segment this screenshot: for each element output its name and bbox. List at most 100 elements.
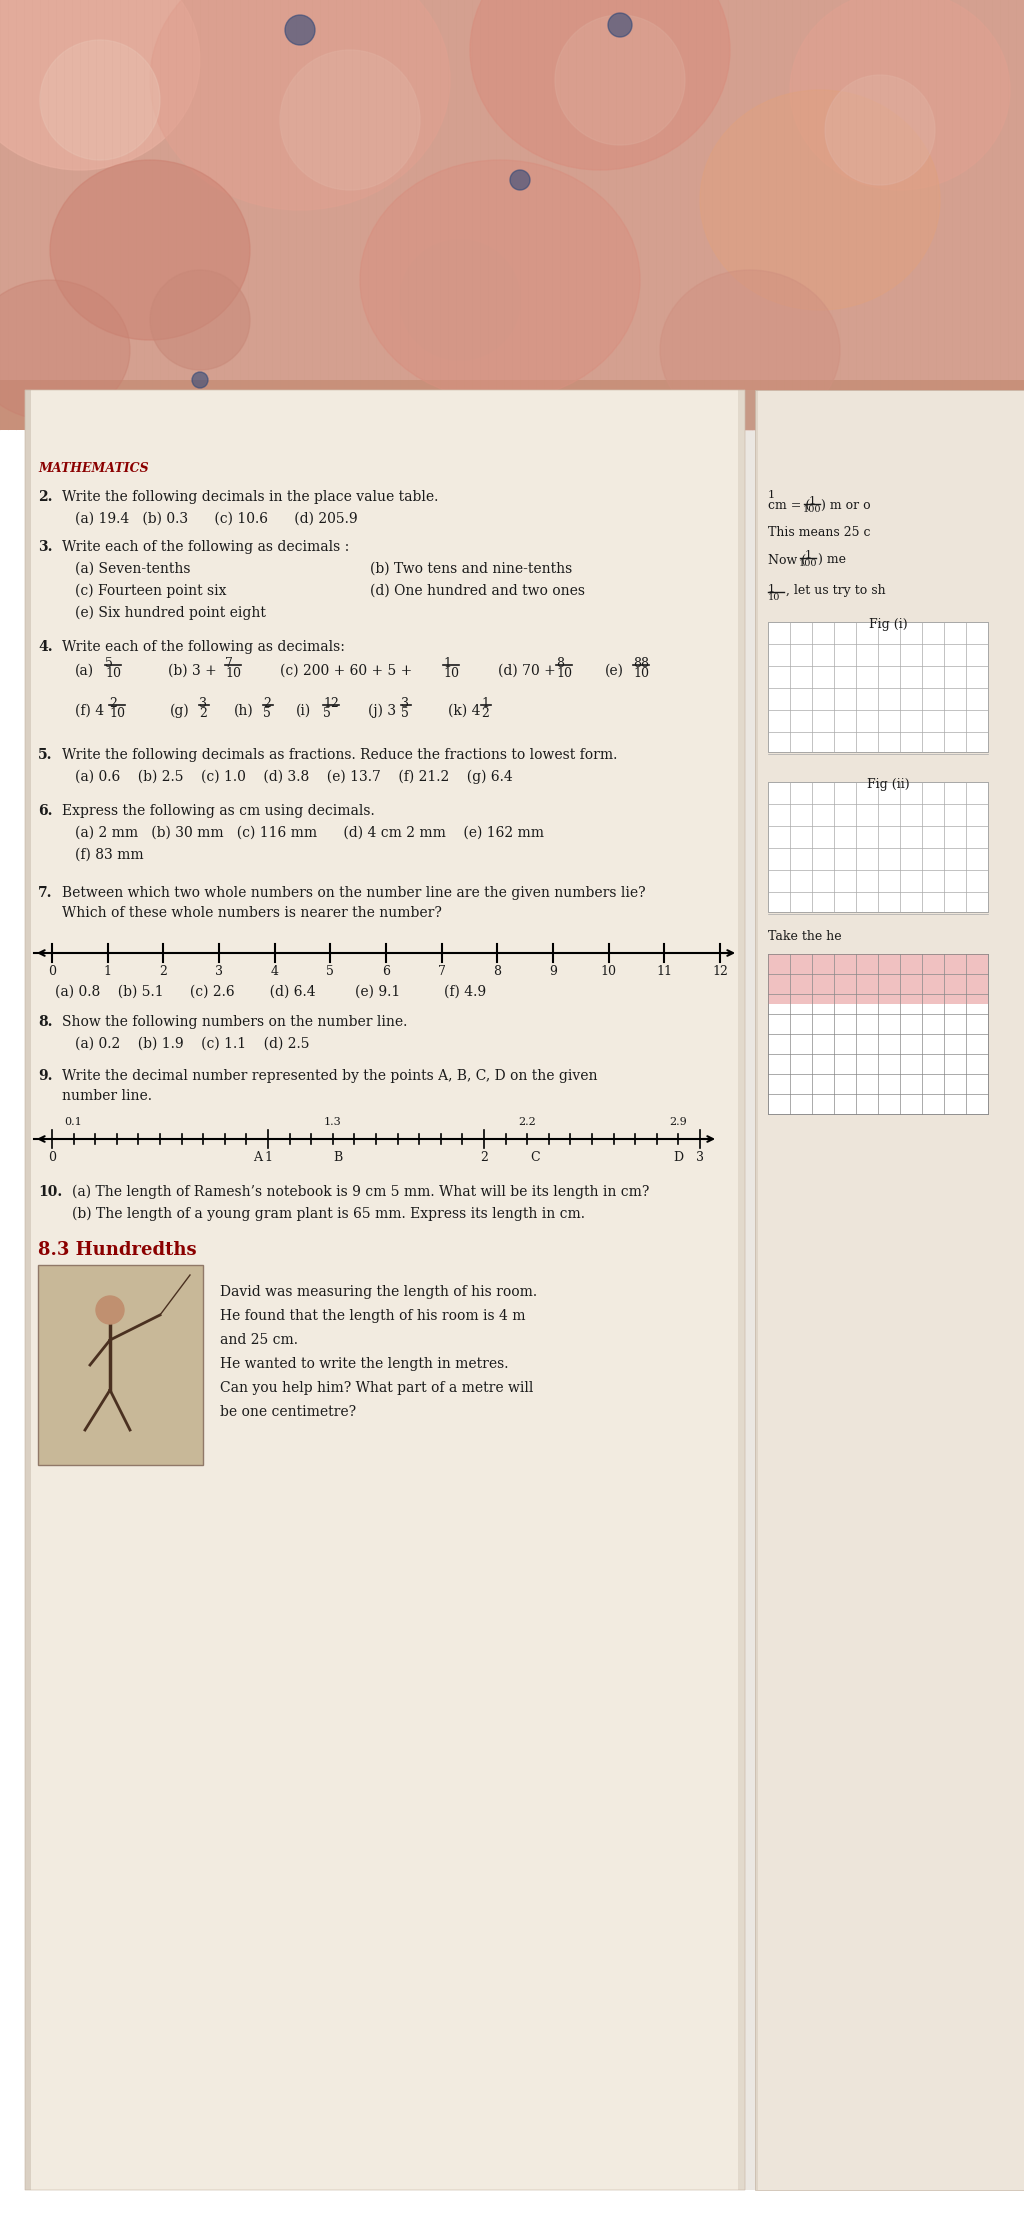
- Text: (e) Six hundred point eight: (e) Six hundred point eight: [75, 606, 266, 621]
- Text: 2: 2: [109, 696, 117, 710]
- Text: B: B: [333, 1151, 342, 1164]
- Text: Which of these whole numbers is nearer the number?: Which of these whole numbers is nearer t…: [62, 905, 442, 920]
- Text: ) me: ) me: [818, 554, 846, 568]
- Text: ) m or o: ) m or o: [821, 499, 870, 512]
- Text: 7: 7: [225, 657, 232, 670]
- Text: 5: 5: [105, 657, 113, 670]
- Text: (a) The length of Ramesh’s notebook is 9 cm 5 mm. What will be its length in cm?: (a) The length of Ramesh’s notebook is 9…: [72, 1184, 649, 1200]
- Text: C: C: [530, 1151, 540, 1164]
- Text: 8: 8: [494, 965, 502, 978]
- Text: 0: 0: [48, 1151, 56, 1164]
- Text: Between which two whole numbers on the number line are the given numbers lie?: Between which two whole numbers on the n…: [62, 885, 645, 901]
- Text: 1: 1: [768, 583, 775, 594]
- Text: 1: 1: [805, 550, 812, 559]
- Text: be one centimetre?: be one centimetre?: [220, 1404, 356, 1420]
- Text: He found that the length of his room is 4 m: He found that the length of his room is …: [220, 1309, 525, 1322]
- Text: 7.: 7.: [38, 885, 52, 901]
- Text: (b) The length of a young gram plant is 65 mm. Express its length in cm.: (b) The length of a young gram plant is …: [72, 1207, 585, 1222]
- Text: 5: 5: [323, 708, 331, 721]
- Text: 1: 1: [443, 657, 451, 670]
- Bar: [768, 954, 988, 1113]
- Text: 8.: 8.: [38, 1016, 52, 1029]
- Ellipse shape: [50, 160, 250, 339]
- Text: (a) 0.6    (b) 2.5    (c) 1.0    (d) 3.8    (e) 13.7    (f) 21.2    (g) 6.4: (a) 0.6 (b) 2.5 (c) 1.0 (d) 3.8 (e) 13.7…: [75, 770, 513, 785]
- Text: 7: 7: [437, 965, 445, 978]
- Text: 2: 2: [160, 965, 167, 978]
- Text: 1: 1: [481, 696, 489, 710]
- Bar: [768, 621, 988, 752]
- Circle shape: [285, 16, 315, 44]
- Text: 2.: 2.: [38, 490, 52, 503]
- Circle shape: [280, 51, 420, 191]
- Text: 2: 2: [480, 1151, 488, 1164]
- Text: 5: 5: [263, 708, 271, 721]
- Text: 1.3: 1.3: [324, 1118, 342, 1127]
- Circle shape: [555, 16, 685, 144]
- Text: (b) Two tens and nine-tenths: (b) Two tens and nine-tenths: [370, 561, 572, 577]
- Text: 2.9: 2.9: [670, 1118, 687, 1127]
- Text: 6.: 6.: [38, 803, 52, 818]
- Text: 1: 1: [103, 965, 112, 978]
- Text: 0: 0: [48, 965, 56, 978]
- Circle shape: [40, 40, 160, 160]
- Text: 2: 2: [481, 708, 488, 721]
- Text: 12: 12: [712, 965, 728, 978]
- Text: (k) 4: (k) 4: [449, 703, 480, 719]
- Bar: [38, 1264, 203, 1466]
- Circle shape: [150, 271, 250, 370]
- Text: Fig (i): Fig (i): [868, 619, 907, 630]
- Text: (a) 0.2    (b) 1.9    (c) 1.1    (d) 2.5: (a) 0.2 (b) 1.9 (c) 1.1 (d) 2.5: [75, 1038, 309, 1051]
- Text: 2: 2: [199, 708, 207, 721]
- Text: 10: 10: [443, 668, 459, 681]
- Text: 10: 10: [633, 668, 649, 681]
- Text: 10: 10: [109, 708, 125, 721]
- Text: cm = (: cm = (: [768, 499, 810, 512]
- Text: (f) 83 mm: (f) 83 mm: [75, 847, 143, 863]
- Circle shape: [400, 240, 520, 359]
- Text: Show the following numbers on the number line.: Show the following numbers on the number…: [62, 1016, 408, 1029]
- Text: (d) One hundred and two ones: (d) One hundred and two ones: [370, 583, 585, 599]
- Text: Write each of the following as decimals :: Write each of the following as decimals …: [62, 539, 349, 554]
- Text: 5: 5: [401, 708, 409, 721]
- Circle shape: [96, 1295, 124, 1324]
- Text: Take the he: Take the he: [768, 929, 842, 943]
- Text: 10.: 10.: [38, 1184, 62, 1200]
- Text: 100: 100: [803, 506, 821, 515]
- Ellipse shape: [470, 0, 730, 171]
- Text: Fig (ii): Fig (ii): [866, 779, 909, 792]
- Text: This means 25 c: This means 25 c: [768, 526, 870, 539]
- Text: Write the following decimals in the place value table.: Write the following decimals in the plac…: [62, 490, 438, 503]
- Text: (j) 3: (j) 3: [368, 703, 396, 719]
- Text: (a) 0.8    (b) 5.1      (c) 2.6        (d) 6.4         (e) 9.1          (f) 4.9: (a) 0.8 (b) 5.1 (c) 2.6 (d) 6.4 (e) 9.1 …: [55, 985, 486, 998]
- Text: (h): (h): [234, 703, 254, 719]
- Text: (d) 70 +: (d) 70 +: [498, 663, 556, 679]
- Text: number line.: number line.: [62, 1089, 152, 1102]
- Text: 100: 100: [799, 559, 817, 568]
- Ellipse shape: [0, 279, 130, 419]
- Text: (a) 2 mm   (b) 30 mm   (c) 116 mm      (d) 4 cm 2 mm    (e) 162 mm: (a) 2 mm (b) 30 mm (c) 116 mm (d) 4 cm 2…: [75, 825, 544, 841]
- Text: (g): (g): [170, 703, 189, 719]
- Text: 3.: 3.: [38, 539, 52, 554]
- Text: 2: 2: [263, 696, 271, 710]
- Text: A: A: [254, 1151, 262, 1164]
- Text: 3: 3: [696, 1151, 705, 1164]
- Text: 88: 88: [633, 657, 649, 670]
- Text: D: D: [674, 1151, 683, 1164]
- Bar: [768, 954, 988, 1005]
- Text: 4.: 4.: [38, 641, 52, 654]
- Text: , let us try to sh: , let us try to sh: [786, 583, 886, 597]
- Ellipse shape: [0, 0, 200, 171]
- Circle shape: [608, 13, 632, 38]
- Text: and 25 cm.: and 25 cm.: [220, 1333, 298, 1346]
- Circle shape: [510, 171, 530, 191]
- Text: MATHEMATICS: MATHEMATICS: [38, 461, 148, 475]
- Text: 12: 12: [323, 696, 339, 710]
- Bar: [0, 0, 1024, 379]
- Ellipse shape: [790, 0, 1010, 191]
- Ellipse shape: [700, 91, 940, 311]
- Text: He wanted to write the length in metres.: He wanted to write the length in metres.: [220, 1357, 509, 1371]
- Bar: [768, 783, 988, 912]
- Text: 10: 10: [105, 668, 121, 681]
- Text: 10: 10: [556, 668, 572, 681]
- Text: 10: 10: [601, 965, 616, 978]
